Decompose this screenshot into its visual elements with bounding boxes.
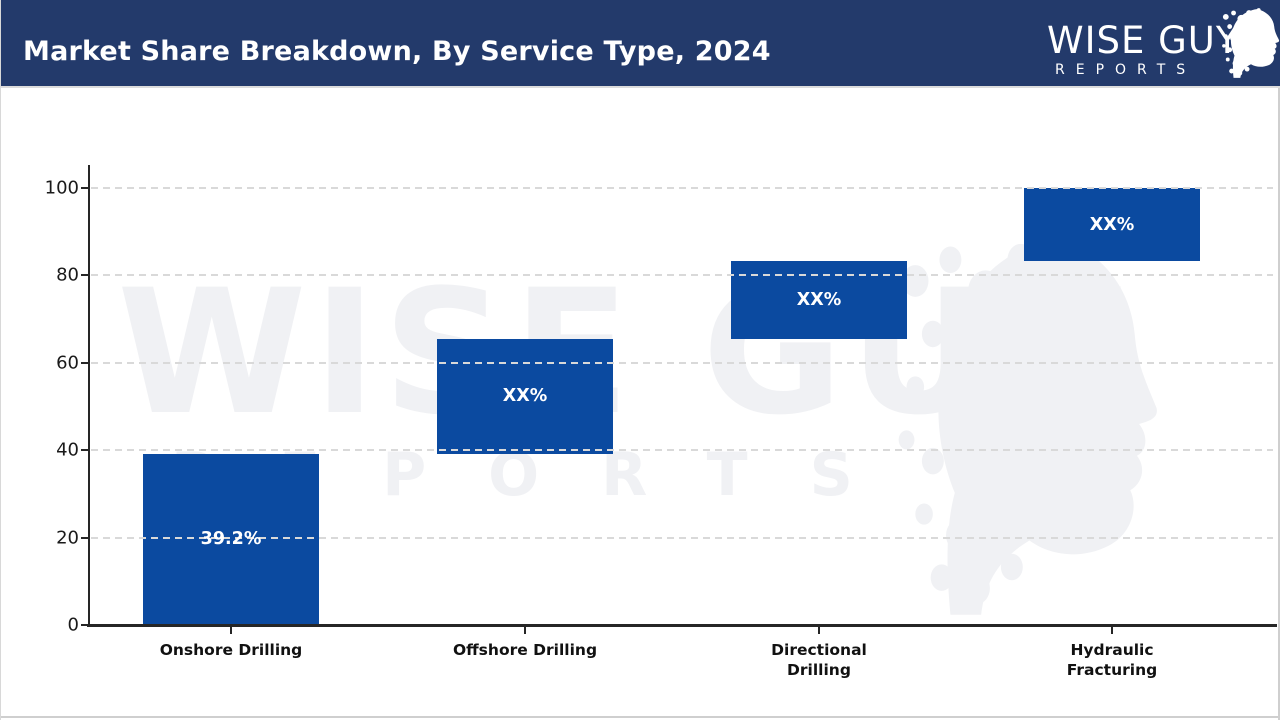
y-tick-60 xyxy=(81,361,88,364)
y-tick-0 xyxy=(81,624,88,626)
report-header: Market Share Breakdown, By Service Type,… xyxy=(1,0,1280,88)
gridline-y100 xyxy=(91,187,1273,189)
wise-guy-logo: WISE GUY REPORTS xyxy=(1047,8,1280,78)
category-label-4: Hydraulic Fracturing xyxy=(1066,641,1158,680)
y-tick-label-0: 0 xyxy=(67,614,79,636)
bar-value-label-4: XX% xyxy=(1089,214,1135,235)
logo-reports-text: REPORTS xyxy=(1055,62,1196,78)
category-label-3: Directional Drilling xyxy=(771,641,867,680)
y-tick-label-60: 60 xyxy=(56,352,79,374)
y-tick-label-20: 20 xyxy=(56,527,79,549)
bottom-divider xyxy=(1,716,1280,718)
bar-value-label-2: XX% xyxy=(502,386,548,407)
gridline-y40 xyxy=(91,449,1273,452)
y-tick-label-100: 100 xyxy=(44,177,79,199)
bar-3 xyxy=(731,261,907,340)
bar-value-label-3: XX% xyxy=(796,290,842,311)
gridline-y20 xyxy=(91,536,1273,539)
y-tick-label-80: 80 xyxy=(56,264,79,286)
y-tick-40 xyxy=(81,449,88,452)
x-axis-line xyxy=(87,624,1277,627)
logo-brand-text: WISE GUY xyxy=(1047,19,1239,62)
y-tick-80 xyxy=(81,274,88,277)
x-tick-1 xyxy=(230,627,232,634)
y-tick-100 xyxy=(81,187,88,189)
x-tick-3 xyxy=(818,627,820,634)
y-tick-20 xyxy=(81,536,88,539)
category-label-2: Offshore Drilling xyxy=(452,641,598,659)
category-label-1: Onshore Drilling xyxy=(159,641,303,659)
x-tick-4 xyxy=(1111,627,1113,634)
x-tick-2 xyxy=(524,627,526,634)
bar-4 xyxy=(1024,188,1200,262)
gridline-y80 xyxy=(91,274,1273,277)
bar-value-label-1: 39.2% xyxy=(200,529,262,550)
report-title: Market Share Breakdown, By Service Type,… xyxy=(23,36,771,67)
bar-1 xyxy=(143,453,319,625)
y-axis-spine xyxy=(88,165,90,627)
y-tick-label-40: 40 xyxy=(56,439,79,461)
gridline-y60 xyxy=(91,361,1273,364)
bar-2 xyxy=(437,339,613,454)
